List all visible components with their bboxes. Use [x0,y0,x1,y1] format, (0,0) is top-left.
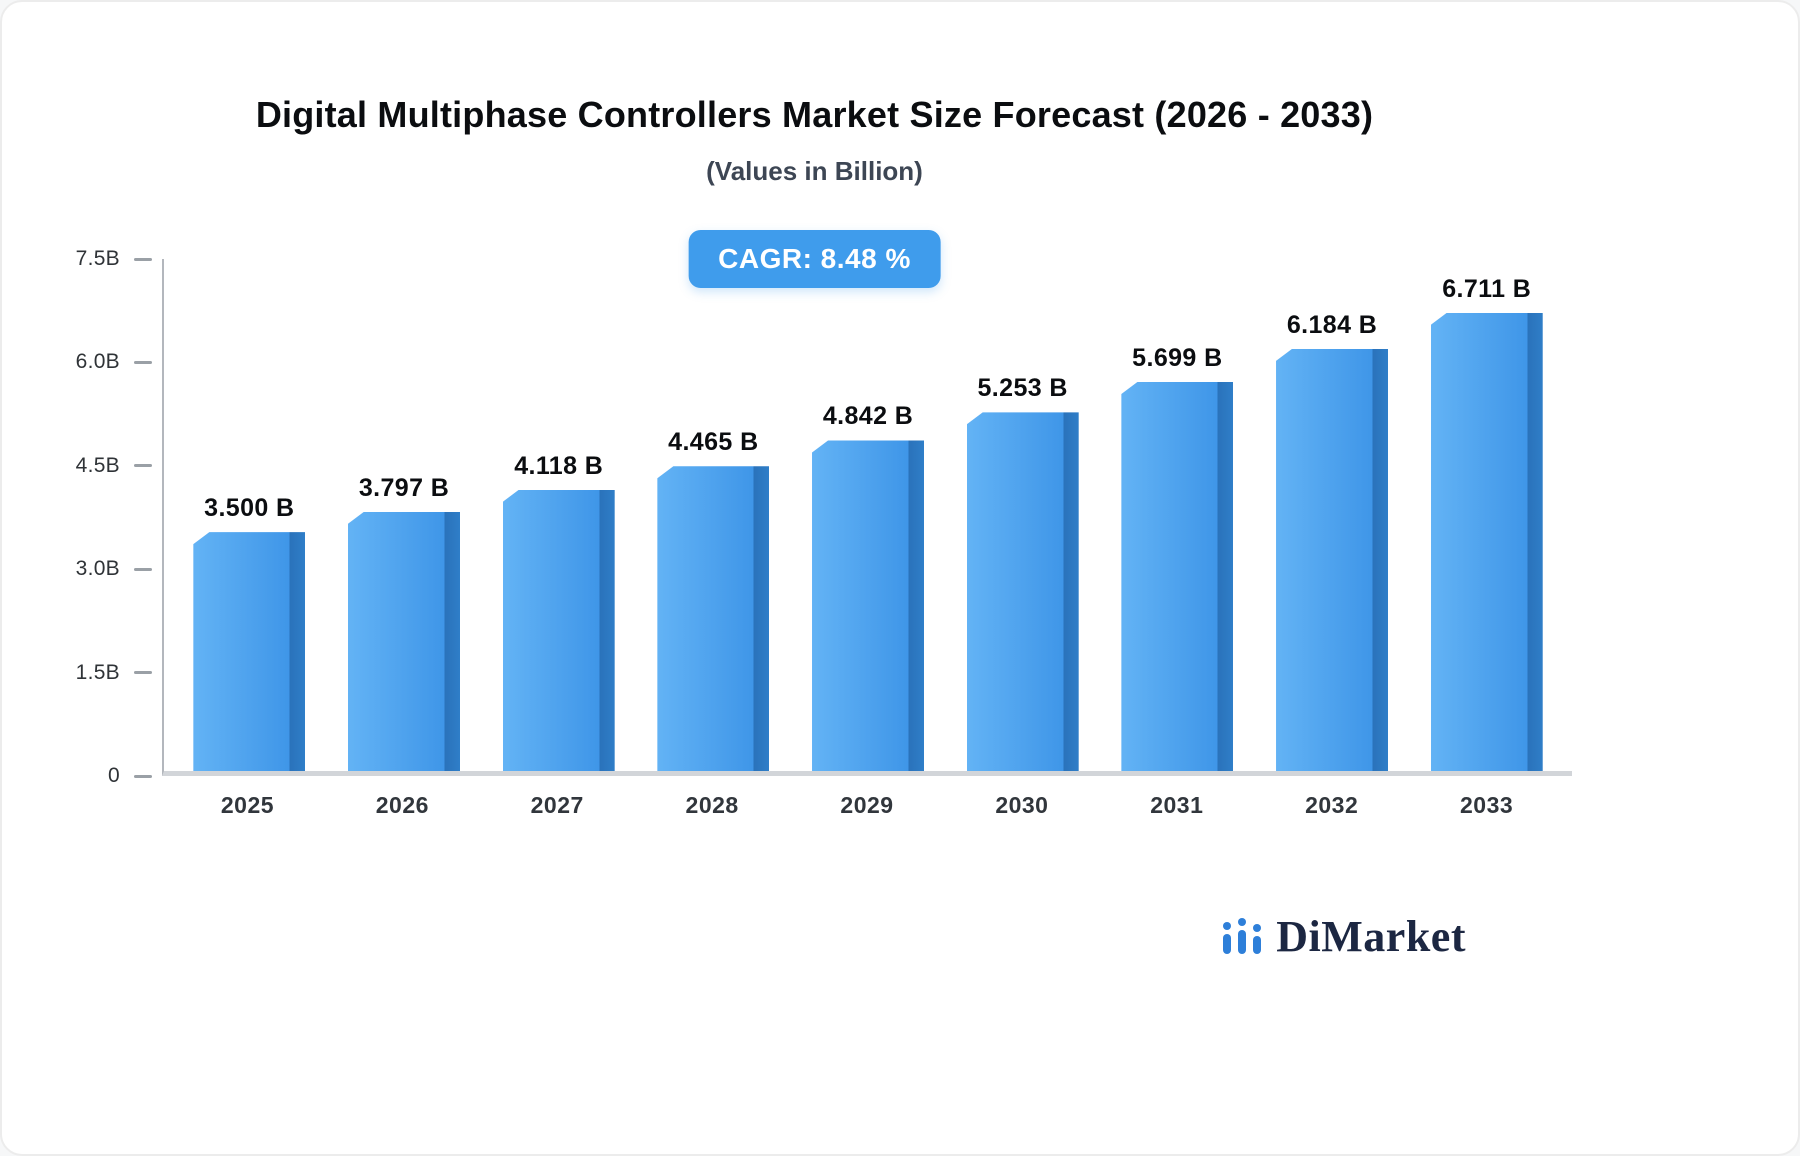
chart-subtitle: (Values in Billion) [706,156,923,186]
bar-value-label: 4.842 B [822,402,914,431]
bar-group: 5.253 B [945,259,1100,771]
logo-icon-svg [1223,917,1262,954]
bar-value-label: 3.797 B [358,473,450,502]
x-axis-labels: 2025 2026 2027 2028 2029 2030 2031 2032 2033 [162,792,1572,819]
x-tick-label: 2033 [1459,792,1514,818]
bar [1121,381,1234,771]
bar-value-label: 5.253 B [977,374,1068,403]
bar [812,440,925,771]
bar-chart-dots-icon [1219,915,1265,959]
bar-group: 3.500 B [172,259,327,771]
chart-title: Digital Multiphase Controllers Market Si… [255,94,1374,135]
y-tick: 7.5B [76,247,152,271]
bar [502,489,615,771]
bar-value-label: 5.699 B [1132,343,1223,372]
cagr-badge: CAGR: 8.48 % [688,230,941,288]
y-tick-label: 7.5B [75,247,120,270]
y-tick-mark [134,360,152,364]
x-tick-label: 2026 [375,792,429,818]
bar [193,532,306,771]
x-tick-label: 2028 [685,792,739,818]
bar-value-label: 4.465 B [668,428,759,457]
bar-value-label: 6.184 B [1286,310,1378,339]
y-tick-label: 1.5B [75,660,120,684]
y-tick: 6.0B [76,350,152,374]
y-tick-mark [134,671,152,675]
y-tick-mark [134,257,152,261]
chart-header: Digital Multiphase Controllers Market Si… [57,2,1572,187]
x-tick-label: 2031 [1150,792,1204,818]
bar-group: 5.699 B [1100,259,1255,771]
bar-group: 3.797 B [327,259,482,771]
bar-value-label: 6.711 B [1442,274,1532,303]
plot-area: 3.500 B 3.797 B 4.118 B 4.465 B 4.842 B 5.253… [162,259,1572,776]
bar-group: 6.711 B [1409,259,1564,771]
bar [966,412,1079,771]
dimarket-logo: DiMarket [1219,911,1466,962]
bar [657,466,770,771]
x-tick-label: 2025 [220,792,275,818]
bar-group: 4.842 B [791,259,946,771]
logo-text: DiMarket [1276,912,1466,961]
y-tick: 0 [108,764,152,788]
x-tick-label: 2030 [995,792,1049,818]
y-tick-label: 3.0B [75,557,120,581]
plot-wrap: 0 1.5B 3.0B 4.5B 6.0B 7.5B 3.500 B 3.797 B 4.11… [57,247,1572,787]
x-tick-label: 2027 [530,792,584,818]
chart-section: CAGR: 8.48 % 0 1.5B 3.0B 4.5B 6.0B 7.5B 3.500… [57,230,1572,819]
y-axis: 0 1.5B 3.0B 4.5B 6.0B 7.5B [57,247,162,787]
y-tick-label: 0 [108,764,120,787]
y-tick: 4.5B [76,454,152,478]
bar [1430,312,1543,771]
bar-value-label: 3.500 B [204,494,295,523]
y-tick-mark [134,464,152,468]
bar-value-label: 4.118 B [514,451,604,480]
y-tick-label: 4.5B [75,453,120,477]
x-tick-label: 2032 [1305,792,1359,818]
y-tick-label: 6.0B [75,350,120,374]
y-tick-mark [134,774,152,778]
bar-group: 4.118 B [481,259,636,771]
bar-group: 6.184 B [1255,259,1410,771]
bar [1276,348,1389,771]
y-tick: 3.0B [76,557,152,581]
bar-group: 4.465 B [636,259,791,771]
bar [348,511,460,771]
x-tick-label: 2029 [840,792,894,818]
y-tick: 1.5B [76,661,152,685]
y-tick-mark [134,567,152,571]
